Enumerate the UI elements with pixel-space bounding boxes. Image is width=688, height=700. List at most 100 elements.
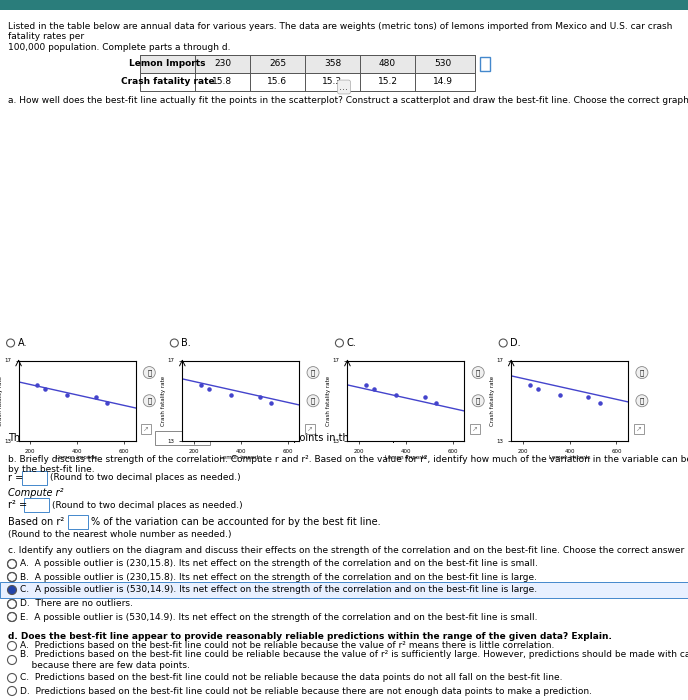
Text: 🔍: 🔍 [476,370,480,376]
Bar [155,431,210,445]
Text: ...: ... [339,82,349,92]
Point [369,383,380,394]
Text: 480: 480 [379,60,396,69]
Bar [22,471,47,485]
Text: The best-fit line shows: The best-fit line shows [8,433,118,443]
Text: ↗: ↗ [472,426,478,432]
Bar [141,424,151,434]
Text: 🔍: 🔍 [311,398,315,404]
Text: 530: 530 [434,60,451,69]
Text: r² =: r² = [8,500,30,510]
Point [555,389,566,400]
X-axis label: Lemon imports: Lemon imports [56,455,98,460]
Text: Compute r²: Compute r² [8,488,63,498]
Text: C.  Predictions based on the best-fit line could not be reliable because the dat: C. Predictions based on the best-fit lin… [20,673,563,682]
FancyBboxPatch shape [0,0,688,10]
Text: D.: D. [510,338,521,348]
Circle shape [472,395,484,407]
Text: ↗: ↗ [307,426,313,432]
Text: 265: 265 [269,60,286,69]
Point [266,397,277,408]
Text: 🔍: 🔍 [640,370,644,376]
Text: 🔍: 🔍 [640,398,644,404]
Text: 15.8: 15.8 [213,78,233,87]
Text: D.  There are no outliers.: D. There are no outliers. [20,599,133,608]
Circle shape [8,585,17,594]
Text: (Round to the nearest whole number as needed.): (Round to the nearest whole number as ne… [8,529,231,538]
Bar [140,55,475,73]
Point [90,391,101,402]
Circle shape [143,367,155,379]
X-axis label: Lemon imports: Lemon imports [220,455,261,460]
Text: a. How well does the best-fit line actually fit the points in the scatterplot? C: a. How well does the best-fit line actua… [8,96,688,105]
Circle shape [472,367,484,379]
Point [391,389,402,400]
Text: B.: B. [182,338,191,348]
Text: 🔍: 🔍 [476,398,480,404]
Text: D.  Predictions based on the best-fit line could not be reliable because there a: D. Predictions based on the best-fit lin… [20,687,592,696]
Y-axis label: Crash fatality rate: Crash fatality rate [326,376,332,426]
Text: Based on r²: Based on r² [8,517,64,527]
Text: 15.6: 15.6 [268,78,288,87]
Circle shape [636,395,648,407]
Point [40,383,51,394]
Text: b. Briefly discuss the strength of the correlation. Compute r and r². Based on t: b. Briefly discuss the strength of the c… [8,455,688,475]
Point [594,397,605,408]
Point [62,389,73,400]
Bar [305,424,315,434]
Bar [470,424,480,434]
Bar [634,424,644,434]
Text: Lemon Imports: Lemon Imports [129,60,206,69]
Text: C.: C. [347,338,356,348]
Text: Listed in the table below are annual data for various years. The data are weight: Listed in the table below are annual dat… [8,22,672,52]
Bar [24,498,49,512]
Point [204,383,215,394]
Point [431,397,442,408]
Circle shape [307,367,319,379]
Point [102,397,113,408]
Circle shape [307,395,319,407]
Text: 15.2: 15.2 [378,78,398,87]
Point [524,379,535,391]
Bar [140,73,475,91]
Text: % of the variation can be accounted for by the best fit line.: % of the variation can be accounted for … [91,517,380,527]
Text: A.: A. [18,338,27,348]
Polygon shape [205,435,210,441]
Circle shape [8,585,17,594]
Text: B.  A possible outlier is (230,15.8). Its net effect on the strength of the corr: B. A possible outlier is (230,15.8). Its… [20,573,537,582]
Text: ↗: ↗ [143,426,149,432]
Point [195,379,206,391]
X-axis label: Lemon imports: Lemon imports [549,455,590,460]
Point [32,379,43,391]
Text: A.  A possible outlier is (230,15.8). Its net effect on the strength of the corr: A. A possible outlier is (230,15.8). Its… [20,559,538,568]
Bar [140,55,475,73]
Text: 🔍: 🔍 [311,370,315,376]
Bar [480,57,490,71]
Y-axis label: Crash fatality rate: Crash fatality rate [161,376,166,426]
Text: fit to the points in the scatterplot.: fit to the points in the scatterplot. [248,433,414,443]
Bar [0,582,688,598]
Y-axis label: Crash fatality rate: Crash fatality rate [0,376,3,426]
Y-axis label: Crash fatality rate: Crash fatality rate [490,376,495,426]
Bar [68,515,88,529]
Text: ↗: ↗ [636,426,642,432]
Text: 15.3: 15.3 [323,78,343,87]
Text: 358: 358 [324,60,341,69]
Text: r =: r = [8,473,26,483]
Point [254,391,265,402]
X-axis label: Lemon imports: Lemon imports [385,455,427,460]
Text: 🔍: 🔍 [147,398,151,404]
Text: C.  A possible outlier is (530,14.9). Its net effect on the strength of the corr: C. A possible outlier is (530,14.9). Its… [20,585,537,594]
Text: E.  A possible outlier is (530,14.9). Its net effect on the strength of the corr: E. A possible outlier is (530,14.9). Its… [20,612,537,622]
Point [583,391,594,402]
Text: (Round to two decimal places as needed.): (Round to two decimal places as needed.) [50,473,241,482]
Point [226,389,237,400]
Circle shape [143,395,155,407]
Point [419,391,430,402]
Text: Crash fatality rate: Crash fatality rate [120,78,215,87]
Point [361,379,372,391]
Text: 14.9: 14.9 [433,78,453,87]
Text: d. Does the best-fit line appear to provide reasonably reliable predictions with: d. Does the best-fit line appear to prov… [8,632,612,641]
Text: (Round to two decimal places as needed.): (Round to two decimal places as needed.) [52,500,243,510]
Text: B.  Predictions based on the best-fit line could be reliable because the value o: B. Predictions based on the best-fit lin… [20,650,688,670]
